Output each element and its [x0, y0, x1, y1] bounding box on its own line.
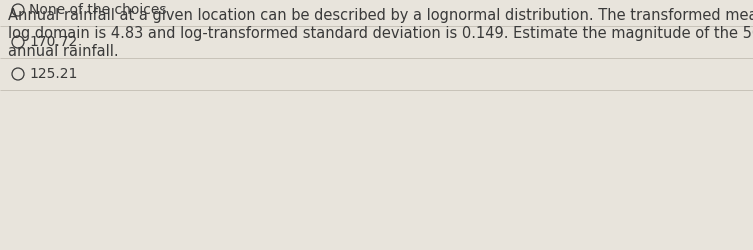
Text: 125.21: 125.21: [29, 67, 78, 81]
Text: 170.72: 170.72: [29, 35, 78, 49]
Text: annual rainfall.: annual rainfall.: [8, 44, 119, 59]
Text: Annual rainfall at a given location can be described by a lognormal distribution: Annual rainfall at a given location can …: [8, 8, 753, 23]
Text: None of the choices: None of the choices: [29, 3, 166, 17]
Text: log domain is 4.83 and log-transformed standard deviation is 0.149. Estimate the: log domain is 4.83 and log-transformed s…: [8, 26, 753, 41]
